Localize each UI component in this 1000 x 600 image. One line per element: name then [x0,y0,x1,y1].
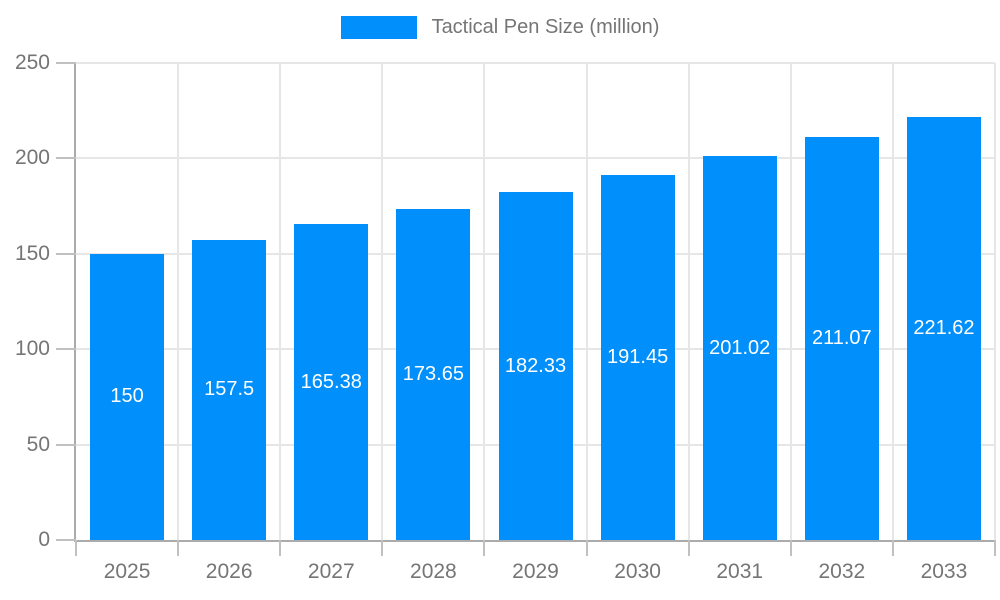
x-axis-category-label: 2033 [920,560,968,583]
x-axis-category-label: 2030 [614,560,661,583]
y-axis-tick-label: 250 [14,51,50,74]
legend-series-label: Tactical Pen Size (million) [431,16,660,38]
bar-value-label: 211.07 [811,327,872,350]
x-axis-category-label: 2028 [410,560,457,583]
bar[interactable]: 157.5 [192,239,267,540]
x-gridline [177,63,180,540]
bar[interactable]: 211.07 [804,137,879,540]
y-axis-tick-label: 150 [14,241,50,265]
bar[interactable]: 173.65 [396,208,471,540]
bar-value-label: 150 [110,385,144,408]
x-axis-tick [177,540,180,556]
y-gridline [76,157,995,160]
plot-area: 0 50 100 150 200 250 2025 150 2026 157.5 2027 165.3… [15,51,996,583]
bar-value-label: 191.45 [607,345,669,368]
bar-value-label: 201.02 [709,336,771,359]
bar-value-label: 173.65 [402,362,464,385]
x-axis-tick [994,540,996,556]
y-axis-tick [56,252,76,255]
bar-value-label: 165.38 [300,370,362,393]
y-axis-tick-label: 100 [14,337,50,361]
y-axis-tick-label: 50 [26,432,50,456]
x-axis-category-label: 2027 [307,560,355,583]
bar[interactable]: 201.02 [702,156,777,540]
x-axis-category-label: 2029 [512,560,559,583]
x-axis-category-label: 2031 [716,560,764,583]
x-axis-tick [75,540,77,556]
x-gridline [994,63,996,540]
x-gridline [381,63,384,540]
x-gridline [483,63,486,540]
legend-swatch-icon [340,16,417,39]
bar[interactable]: 191.45 [600,174,675,540]
x-axis-tick [483,540,486,556]
y-axis-tick [56,157,76,160]
x-axis-tick [687,540,690,556]
bar[interactable]: 165.38 [294,224,369,540]
x-axis-category-label: 2032 [818,560,866,583]
bar-value-label: 182.33 [504,354,567,377]
x-axis-category-label: 2025 [103,560,151,583]
x-axis-category-label: 2026 [205,560,253,583]
bar[interactable]: 221.62 [906,117,981,540]
x-axis-tick [789,540,792,556]
x-axis-tick [585,540,588,556]
y-axis-tick [56,443,76,446]
x-gridline [789,63,792,540]
bar[interactable]: 150 [90,253,165,540]
x-gridline [687,63,690,540]
x-gridline [585,63,588,540]
y-axis-tick [56,348,76,351]
bar[interactable]: 182.33 [498,192,573,540]
y-axis-tick-label: 200 [14,146,50,170]
y-axis-tick [56,539,76,541]
bar-value-label: 157.5 [204,378,255,401]
y-gridline [76,62,995,64]
x-axis-tick [279,540,282,556]
legend[interactable]: Tactical Pen Size (million) [0,16,1000,39]
y-axis-tick-label: 0 [38,528,50,551]
x-axis-tick [891,540,894,556]
y-axis-tick [56,62,76,64]
x-gridline [279,63,282,540]
bar-value-label: 221.62 [913,317,975,340]
x-gridline [891,63,894,540]
x-axis-tick [381,540,384,556]
